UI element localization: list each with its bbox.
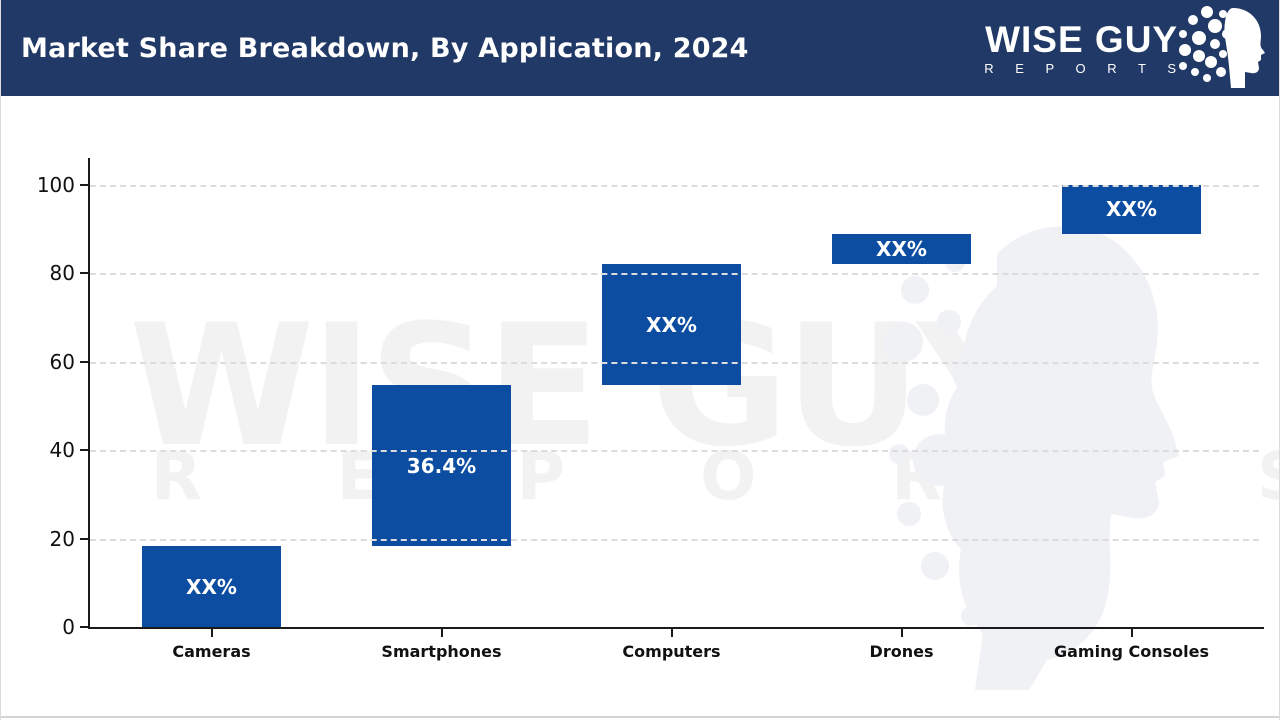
bar-cameras: XX%: [142, 546, 281, 627]
bar-computers: XX%: [602, 264, 741, 386]
watermark-head-icon: [883, 226, 1179, 690]
bar-value-label: XX%: [646, 312, 697, 337]
wise-guy-reports-logo: WISE GUY R E P O R T S: [978, 4, 1267, 92]
logo-subtitle: R E P O R T S: [984, 61, 1185, 76]
bar-gaming-consoles: XX%: [1062, 184, 1201, 234]
y-tick-mark: [80, 183, 88, 186]
x-axis-line: [88, 627, 1264, 629]
waterfall-chart: WISE GUY R E P O R T S 0 20 40 60 80 100 XX% Ca…: [1, 96, 1279, 720]
x-tick-mark: [1130, 629, 1133, 637]
bar-value-label: XX%: [876, 237, 927, 262]
y-tick-mark: [80, 537, 88, 540]
logo-head-icon: [1179, 6, 1265, 88]
x-tick-label-drones: Drones: [869, 642, 934, 661]
x-tick-label-computers: Computers: [622, 642, 721, 661]
y-tick-mark: [80, 272, 88, 275]
gridline-y-40: [90, 450, 1259, 453]
gridline-y-80: [90, 273, 1259, 276]
y-tick-label: 0: [62, 615, 75, 639]
gridline-y-60: [90, 361, 1259, 364]
gridline-y-100: [90, 184, 1259, 187]
x-tick-mark: [670, 629, 673, 637]
y-tick-label: 100: [36, 172, 75, 197]
y-tick-label: 20: [49, 526, 75, 551]
x-tick-label-gaming-consoles: Gaming Consoles: [1054, 642, 1209, 661]
y-tick-label: 80: [49, 261, 75, 286]
logo-text: WISE GUY R E P O R T S: [978, 21, 1185, 75]
y-tick-mark: [80, 626, 88, 628]
bar-value-label: XX%: [186, 574, 237, 599]
gridline-y-20: [90, 538, 1259, 541]
x-tick-mark: [210, 629, 213, 637]
page-title: Market Share Breakdown, By Application, …: [21, 32, 749, 64]
y-tick-mark: [80, 449, 88, 452]
x-tick-label-smartphones: Smartphones: [381, 642, 502, 661]
y-axis-line: [88, 158, 90, 629]
y-tick-label: 40: [49, 438, 75, 463]
bar-value-label: XX%: [1106, 197, 1157, 222]
x-tick-label-cameras: Cameras: [172, 642, 251, 661]
y-tick-mark: [80, 360, 88, 363]
bottom-divider: [1, 716, 1279, 718]
logo-wordmark: WISE GUY: [985, 19, 1179, 60]
x-tick-mark: [440, 629, 443, 637]
bar-value-label: 36.4%: [406, 453, 477, 478]
header: Market Share Breakdown, By Application, …: [1, 0, 1279, 96]
bar-drones: XX%: [832, 233, 971, 265]
y-tick-label: 60: [49, 349, 75, 374]
x-tick-mark: [900, 629, 903, 637]
bar-smartphones: 36.4%: [372, 385, 511, 547]
